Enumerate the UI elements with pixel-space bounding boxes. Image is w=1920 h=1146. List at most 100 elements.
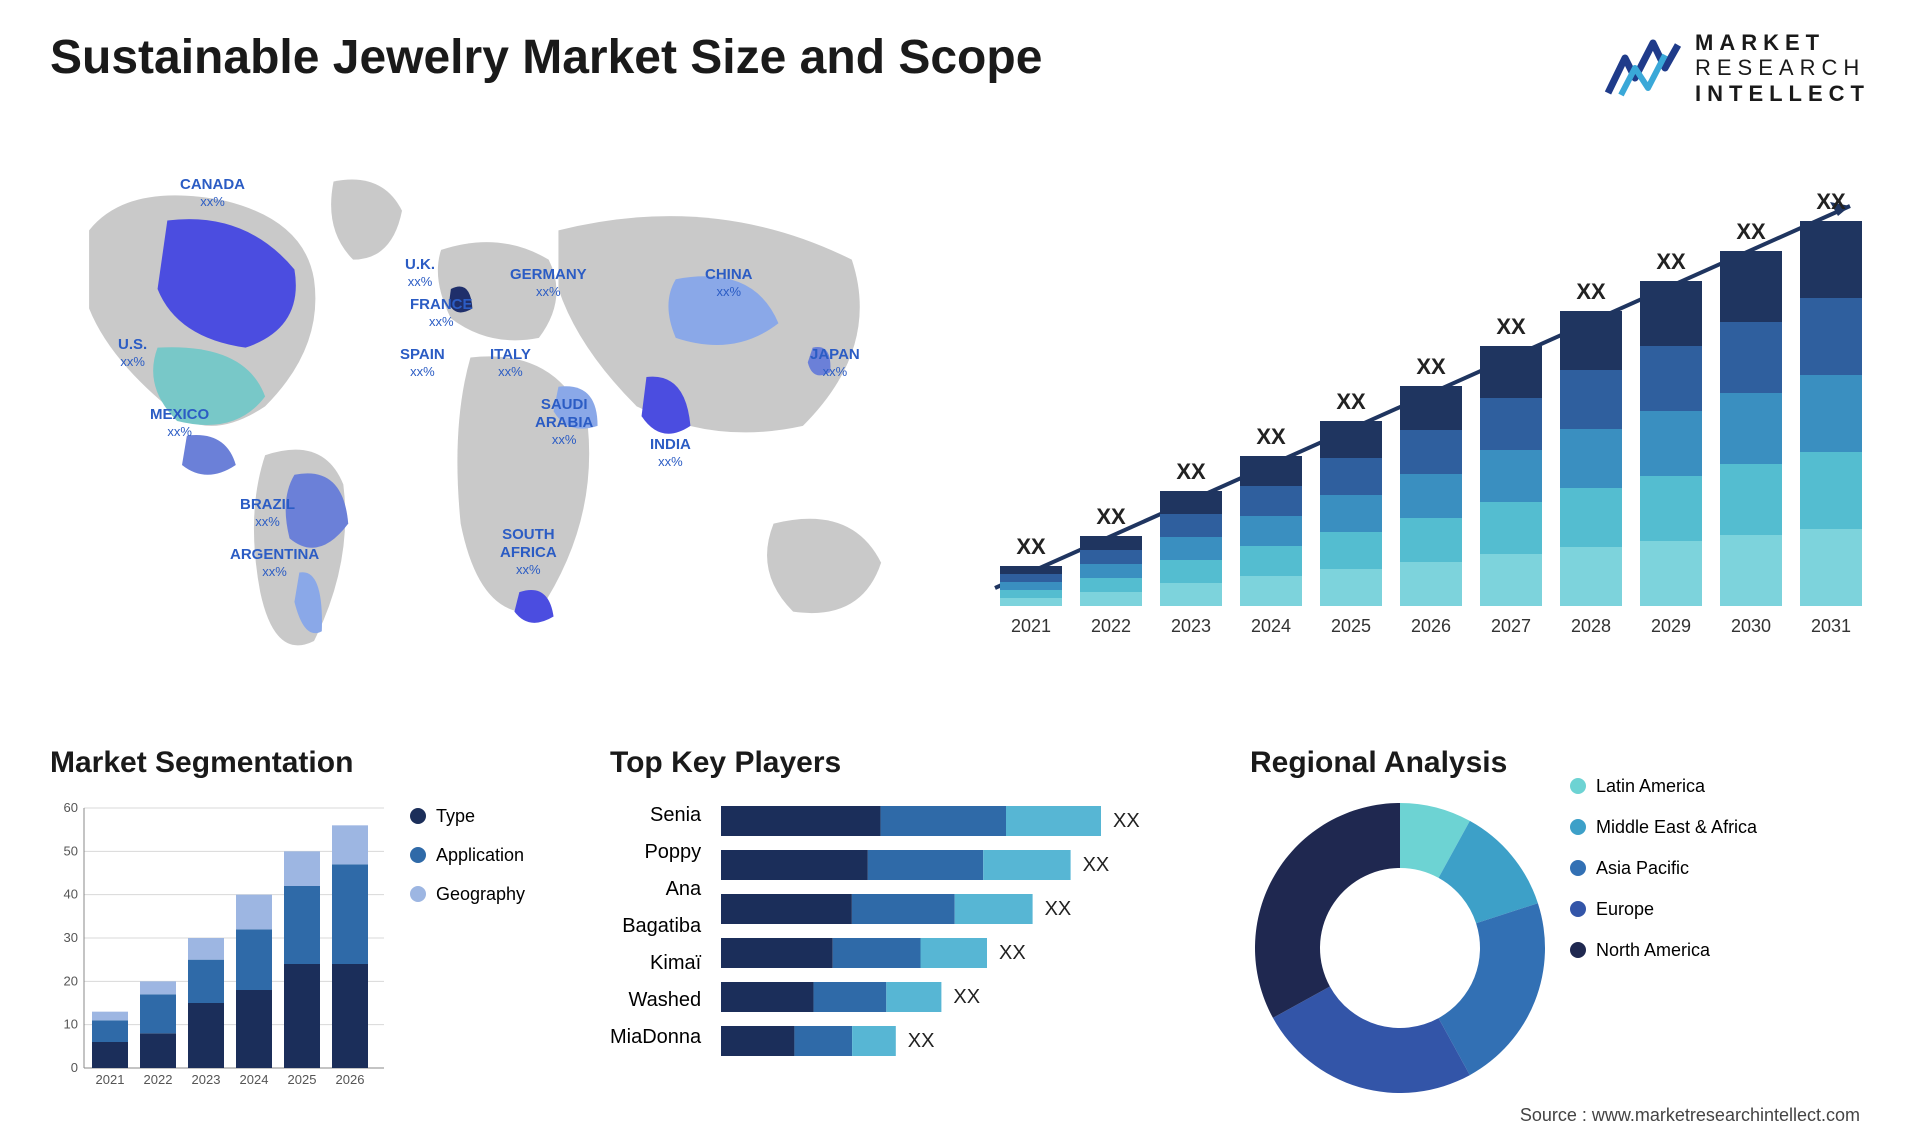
svg-text:2029: 2029 <box>1651 616 1691 636</box>
svg-text:50: 50 <box>64 843 78 858</box>
svg-text:40: 40 <box>64 887 78 902</box>
svg-text:XX: XX <box>1096 504 1126 529</box>
map-label: GERMANYxx% <box>510 266 587 300</box>
legend-label: Geography <box>436 884 525 905</box>
svg-text:XX: XX <box>1113 810 1140 832</box>
svg-text:XX: XX <box>1576 279 1606 304</box>
legend-item: North America <box>1570 940 1757 961</box>
regional-title: Regional Analysis <box>1250 746 1550 780</box>
svg-text:2030: 2030 <box>1731 616 1771 636</box>
svg-text:2031: 2031 <box>1811 616 1851 636</box>
map-label: BRAZILxx% <box>240 496 295 530</box>
svg-text:XX: XX <box>1496 314 1526 339</box>
map-label: SAUDIARABIAxx% <box>535 396 593 448</box>
svg-text:2022: 2022 <box>1091 616 1131 636</box>
logo-line1: MARKET <box>1695 30 1870 55</box>
key-players-title: Top Key Players <box>610 746 1210 780</box>
svg-text:XX: XX <box>1083 854 1110 876</box>
growth-chart: 2021 XX 2022 XX 2023 XX 2024 XX 2025 XX 2026 XX 2027… <box>990 146 1870 656</box>
map-label: ARGENTINAxx% <box>230 546 319 580</box>
segmentation-title: Market Segmentation <box>50 746 390 780</box>
map-label: ITALYxx% <box>490 346 531 380</box>
svg-text:2021: 2021 <box>96 1072 125 1087</box>
svg-text:2026: 2026 <box>336 1072 365 1087</box>
map-label: MEXICOxx% <box>150 406 209 440</box>
svg-text:30: 30 <box>64 930 78 945</box>
svg-text:0: 0 <box>71 1060 78 1075</box>
svg-text:2023: 2023 <box>1171 616 1211 636</box>
segmentation-chart: 0 10 20 30 40 50 60 2021 2022 2023 2024 2025 2026 <box>50 798 390 1098</box>
world-map: CANADAxx% U.S.xx% MEXICOxx% BRAZILxx% ARGENT… <box>50 146 930 696</box>
player-name: Ana <box>610 878 701 901</box>
svg-text:XX: XX <box>1336 389 1366 414</box>
legend-label: Asia Pacific <box>1596 858 1689 879</box>
svg-text:XX: XX <box>1045 898 1072 920</box>
legend-label: Middle East & Africa <box>1596 817 1757 838</box>
map-label: INDIAxx% <box>650 436 691 470</box>
svg-text:XX: XX <box>1176 459 1206 484</box>
legend-item: Latin America <box>1570 776 1757 797</box>
player-name: MiaDonna <box>610 1026 701 1049</box>
svg-text:10: 10 <box>64 1017 78 1032</box>
svg-text:2028: 2028 <box>1571 616 1611 636</box>
segmentation-panel: Market Segmentation 0 10 20 30 40 50 60 2021 202… <box>50 746 570 1103</box>
legend-label: Application <box>436 845 524 866</box>
svg-text:XX: XX <box>908 1030 935 1052</box>
player-name: Bagatiba <box>610 915 701 938</box>
svg-text:2025: 2025 <box>1331 616 1371 636</box>
growth-svg: 2021 XX 2022 XX 2023 XX 2024 XX 2025 XX 2026 XX 2027… <box>990 146 1870 656</box>
svg-text:XX: XX <box>1416 354 1446 379</box>
logo-icon <box>1603 33 1683 103</box>
legend-item: Middle East & Africa <box>1570 817 1757 838</box>
svg-text:XX: XX <box>1656 249 1686 274</box>
map-label: JAPANxx% <box>810 346 860 380</box>
players-chart: XXXXXXXXXXXX <box>721 798 1161 1098</box>
map-label: CANADAxx% <box>180 176 245 210</box>
logo-line2: RESEARCH <box>1695 55 1870 80</box>
svg-text:2022: 2022 <box>144 1072 173 1087</box>
legend-label: Type <box>436 806 475 827</box>
svg-text:XX: XX <box>999 942 1026 964</box>
svg-text:XX: XX <box>1736 219 1766 244</box>
map-label: SOUTHAFRICAxx% <box>500 526 557 578</box>
svg-text:2026: 2026 <box>1411 616 1451 636</box>
map-label: U.S.xx% <box>118 336 147 370</box>
svg-text:60: 60 <box>64 800 78 815</box>
legend-swatch <box>1570 901 1586 917</box>
map-label: U.K.xx% <box>405 256 435 290</box>
player-name: Kimaï <box>610 952 701 975</box>
regional-panel: Regional Analysis Latin America Middle Ea… <box>1250 746 1870 1103</box>
legend-swatch <box>410 847 426 863</box>
legend-item: Europe <box>1570 899 1757 920</box>
legend-item: Type <box>410 806 525 827</box>
source-text: Source : www.marketresearchintellect.com <box>1520 1105 1860 1126</box>
regional-legend: Latin America Middle East & Africa Asia Pa… <box>1570 746 1757 1103</box>
legend-swatch <box>410 808 426 824</box>
map-label: FRANCExx% <box>410 296 473 330</box>
brand-logo: MARKET RESEARCH INTELLECT <box>1603 30 1870 106</box>
svg-text:XX: XX <box>1256 424 1286 449</box>
player-name: Senia <box>610 804 701 827</box>
svg-text:2024: 2024 <box>1251 616 1291 636</box>
svg-text:XX: XX <box>1816 189 1846 214</box>
legend-label: Europe <box>1596 899 1654 920</box>
legend-swatch <box>1570 860 1586 876</box>
svg-text:XX: XX <box>954 986 981 1008</box>
svg-text:2027: 2027 <box>1491 616 1531 636</box>
legend-item: Application <box>410 845 525 866</box>
logo-line3: INTELLECT <box>1695 81 1870 106</box>
players-names: SeniaPoppyAnaBagatibaKimaïWashedMiaDonna <box>610 798 701 1098</box>
svg-text:2024: 2024 <box>240 1072 269 1087</box>
legend-item: Geography <box>410 884 525 905</box>
svg-text:XX: XX <box>1016 534 1046 559</box>
legend-item: Asia Pacific <box>1570 858 1757 879</box>
player-name: Poppy <box>610 841 701 864</box>
map-label: CHINAxx% <box>705 266 753 300</box>
segmentation-legend: Type Application Geography <box>410 746 525 1103</box>
svg-text:2021: 2021 <box>1011 616 1051 636</box>
key-players-panel: Top Key Players Senia Poppy Ana Bagatiba Kim… <box>610 746 1210 1098</box>
legend-swatch <box>410 886 426 902</box>
svg-text:20: 20 <box>64 973 78 988</box>
svg-text:2023: 2023 <box>192 1072 221 1087</box>
svg-text:2025: 2025 <box>288 1072 317 1087</box>
